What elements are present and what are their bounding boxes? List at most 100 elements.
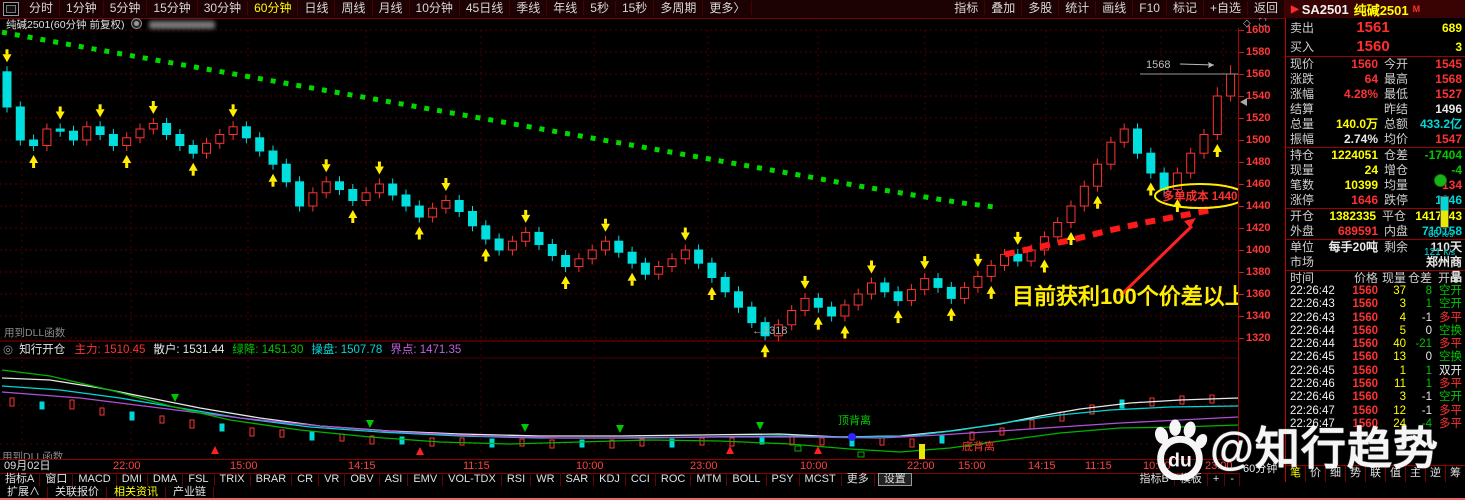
tape-tab-价[interactable]: 价 bbox=[1306, 466, 1326, 482]
indicator-tab-RSI[interactable]: RSI bbox=[502, 473, 532, 486]
indicator-tab-窗口[interactable]: 窗口 bbox=[40, 473, 74, 486]
indicator-legend[interactable]: ◎ 知行开仓 主力: 1510.45 散户: 1531.44 绿降: 1451.30… bbox=[0, 344, 1238, 357]
period-menu-5秒[interactable]: 5秒 bbox=[584, 1, 616, 15]
time-label[interactable]: 09月02日 bbox=[4, 460, 51, 472]
tool-menu-叠加[interactable]: 叠加 bbox=[985, 1, 1023, 15]
tool-menu-返回[interactable]: 返回 bbox=[1247, 1, 1285, 15]
indicator-tab-指标A[interactable]: 指标A bbox=[0, 473, 41, 486]
bottom-tab-产业链[interactable]: 产业链 bbox=[166, 487, 214, 499]
indicator-tab-设置[interactable]: 设置 bbox=[877, 473, 912, 486]
candlestick-chart[interactable]: 1568 ←1318 多单成本 1440 目前获利100个价差以上咯顶背离底背离 bbox=[0, 0, 1240, 500]
tape-row[interactable]: 22:26:44 1560 40 -21 多平 bbox=[1286, 338, 1465, 351]
tape-row[interactable]: 22:26:45 1560 1 1 双开 bbox=[1286, 365, 1465, 378]
indicator-tab-MTM[interactable]: MTM bbox=[691, 473, 728, 486]
indicator-tab-SAR[interactable]: SAR bbox=[561, 473, 595, 486]
tape-tab-细[interactable]: 细 bbox=[1326, 466, 1346, 482]
tape-row[interactable]: 22:26:43 1560 4 -1 多平 bbox=[1286, 312, 1465, 325]
indicator-tab-FSL[interactable]: FSL bbox=[183, 473, 215, 486]
indicator-tab-WR[interactable]: WR bbox=[531, 473, 561, 486]
period-menu-年线[interactable]: 年线 bbox=[547, 1, 585, 15]
tape-row[interactable]: 22:26:44 1560 5 0 空换 bbox=[1286, 325, 1465, 338]
indicator-tab-VR[interactable]: VR bbox=[319, 473, 346, 486]
camera-icon[interactable] bbox=[131, 18, 143, 29]
period-menu-月线[interactable]: 月线 bbox=[372, 1, 410, 15]
period-menu-分时[interactable]: 分时 bbox=[23, 1, 61, 15]
period-menu-5分钟[interactable]: 5分钟 bbox=[103, 1, 148, 15]
tool-menu-+自选[interactable]: +自选 bbox=[1203, 1, 1248, 15]
time-label[interactable]: 10:00 bbox=[1143, 460, 1171, 472]
tape-row[interactable]: 22:26:45 1560 13 0 空换 bbox=[1286, 351, 1465, 364]
indicator-tab-+[interactable]: + bbox=[1208, 473, 1226, 486]
indicator-tab-CCI[interactable]: CCI bbox=[626, 473, 656, 486]
indicator-tab-ROC[interactable]: ROC bbox=[656, 473, 692, 486]
time-label[interactable]: 22:00 bbox=[113, 460, 141, 472]
period-menu-15分钟[interactable]: 15分钟 bbox=[147, 1, 198, 15]
indicator-tab-DMA[interactable]: DMA bbox=[148, 473, 184, 486]
indicator-tab-KDJ[interactable]: KDJ bbox=[594, 473, 626, 486]
period-menu-日线[interactable]: 日线 bbox=[298, 1, 336, 15]
indicator-tab-ASI[interactable]: ASI bbox=[380, 473, 409, 486]
price-axis[interactable]: 1600 1580 1560 1540 1520 1500 1480 1460 1440 1420… bbox=[1238, 24, 1286, 472]
period-menu-多周期[interactable]: 多周期 bbox=[654, 1, 704, 15]
tool-menu-指标[interactable]: 指标 bbox=[948, 1, 986, 15]
period-menu-45日线[interactable]: 45日线 bbox=[459, 1, 511, 15]
indicator-tab-EMV[interactable]: EMV bbox=[408, 473, 444, 486]
tape-tab-筹[interactable]: 筹 bbox=[1446, 466, 1465, 482]
indicator-tab-BOLL[interactable]: BOLL bbox=[727, 473, 767, 486]
period-menu-15秒[interactable]: 15秒 bbox=[615, 1, 655, 15]
period-menu-10分钟[interactable]: 10分钟 bbox=[409, 1, 460, 15]
tool-menu-标记[interactable]: 标记 bbox=[1166, 1, 1204, 15]
indicator-tab--[interactable]: - bbox=[1225, 473, 1240, 486]
tape-list[interactable]: 22:26:42 1560 37 8 空开 22:26:43 1560 3 1 空开 22:26:4… bbox=[1286, 285, 1465, 431]
period-menu-更多〉[interactable]: 更多〉 bbox=[703, 1, 753, 15]
tape-row[interactable]: 22:26:47 1560 12 -1 多平 bbox=[1286, 405, 1465, 418]
time-label[interactable]: 14:15 bbox=[348, 460, 376, 472]
indicator-tab-MCST[interactable]: MCST bbox=[800, 473, 842, 486]
time-label[interactable]: 22:00 bbox=[907, 460, 935, 472]
indicator-tab-CR[interactable]: CR bbox=[292, 473, 320, 486]
period-menu-季线[interactable]: 季线 bbox=[510, 1, 548, 15]
tape-tab-联[interactable]: 联 bbox=[1366, 466, 1386, 482]
tool-menu-统计[interactable]: 统计 bbox=[1059, 1, 1097, 15]
tape-tab-值[interactable]: 值 bbox=[1386, 466, 1406, 482]
indicator-tab-模板[interactable]: 模板 bbox=[1175, 473, 1208, 486]
time-label[interactable]: 23:00 bbox=[1205, 460, 1233, 472]
maximize-icon[interactable]: ⛶ bbox=[1259, 18, 1266, 29]
period-menu-60分钟[interactable]: 60分钟 bbox=[248, 1, 299, 15]
bottom-tab-扩展∧[interactable]: 扩展∧ bbox=[0, 487, 48, 499]
indicator-tab-PSY[interactable]: PSY bbox=[767, 473, 800, 486]
time-label[interactable]: 23:00 bbox=[690, 460, 718, 472]
tool-menu-画线[interactable]: 画线 bbox=[1096, 1, 1134, 15]
indicator-tab-TRIX[interactable]: TRIX bbox=[215, 473, 251, 486]
tape-row[interactable]: 22:26:47 1560 24 -4 多平 bbox=[1286, 418, 1465, 431]
time-label[interactable]: 10:00 bbox=[800, 460, 828, 472]
bottom-tab-相关资讯[interactable]: 相关资讯 bbox=[107, 487, 166, 499]
period-menu-30分钟[interactable]: 30分钟 bbox=[197, 1, 249, 15]
tape-tab-势[interactable]: 势 bbox=[1346, 466, 1366, 482]
time-label[interactable]: 11:15 bbox=[463, 460, 490, 472]
time-label[interactable]: 10:00 bbox=[576, 460, 604, 472]
time-label[interactable]: 15:00 bbox=[958, 460, 986, 472]
tape-tab-主[interactable]: 主 bbox=[1406, 466, 1426, 482]
tape-row[interactable]: 22:26:46 1560 11 1 多平 bbox=[1286, 378, 1465, 391]
tape-tab-笔[interactable]: 笔 bbox=[1286, 466, 1306, 482]
diamond-icon[interactable]: ◇ bbox=[1243, 18, 1251, 29]
indicator-tab-OBV[interactable]: OBV bbox=[345, 473, 380, 486]
bottom-tab-关联报价[interactable]: 关联报价 bbox=[48, 487, 107, 499]
time-label[interactable]: 14:15 bbox=[1028, 460, 1056, 472]
tool-menu-多股[interactable]: 多股 bbox=[1022, 1, 1060, 15]
tape-row[interactable]: 22:26:46 1560 3 -1 空开 bbox=[1286, 391, 1465, 404]
tape-tab-逆[interactable]: 逆 bbox=[1426, 466, 1446, 482]
tool-menu-F10[interactable]: F10 bbox=[1133, 1, 1167, 15]
window-icon[interactable] bbox=[3, 2, 19, 16]
time-label[interactable]: 15:00 bbox=[230, 460, 258, 472]
tape-row[interactable]: 22:26:43 1560 3 1 空开 bbox=[1286, 298, 1465, 311]
indicator-tab-BRAR[interactable]: BRAR bbox=[251, 473, 293, 486]
period-menu-1分钟[interactable]: 1分钟 bbox=[60, 1, 104, 15]
tape-row[interactable]: 22:26:42 1560 37 8 空开 bbox=[1286, 285, 1465, 298]
indicator-tab-MACD[interactable]: MACD bbox=[73, 473, 117, 486]
symbol-bar[interactable]: ▶ SA2501 纯碱2501 M bbox=[1285, 0, 1465, 19]
time-label[interactable]: 11:15 bbox=[1085, 460, 1112, 472]
indicator-tab-VOL-TDX[interactable]: VOL-TDX bbox=[443, 473, 502, 486]
period-menu-周线[interactable]: 周线 bbox=[335, 1, 373, 15]
